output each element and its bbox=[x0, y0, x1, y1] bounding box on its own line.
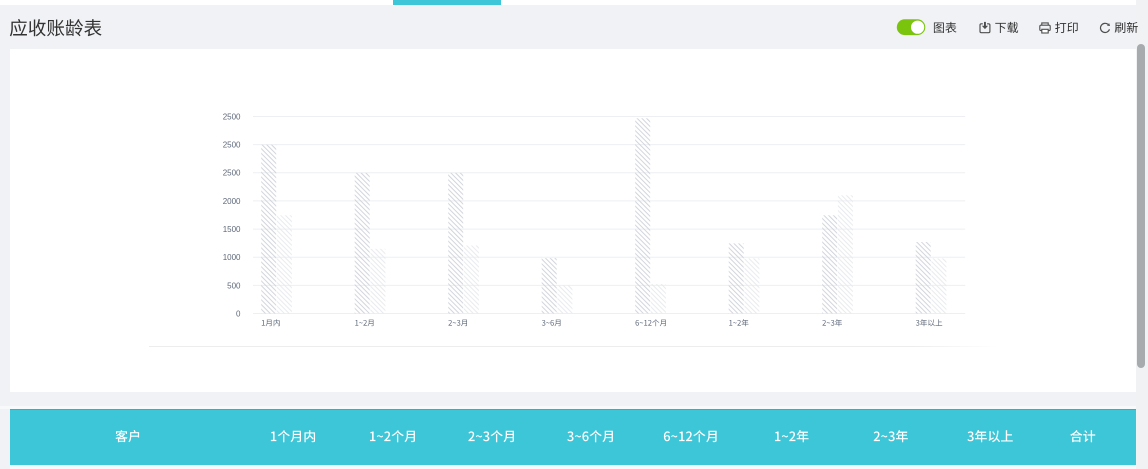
svg-text:2500: 2500 bbox=[223, 112, 241, 121]
svg-text:2500: 2500 bbox=[223, 141, 241, 150]
svg-text:1500: 1500 bbox=[223, 225, 241, 234]
svg-text:500: 500 bbox=[227, 281, 241, 290]
svg-text:0: 0 bbox=[236, 309, 241, 318]
svg-text:2500: 2500 bbox=[223, 169, 241, 178]
svg-text:2000: 2000 bbox=[223, 197, 241, 206]
svg-text:1000: 1000 bbox=[223, 253, 241, 262]
